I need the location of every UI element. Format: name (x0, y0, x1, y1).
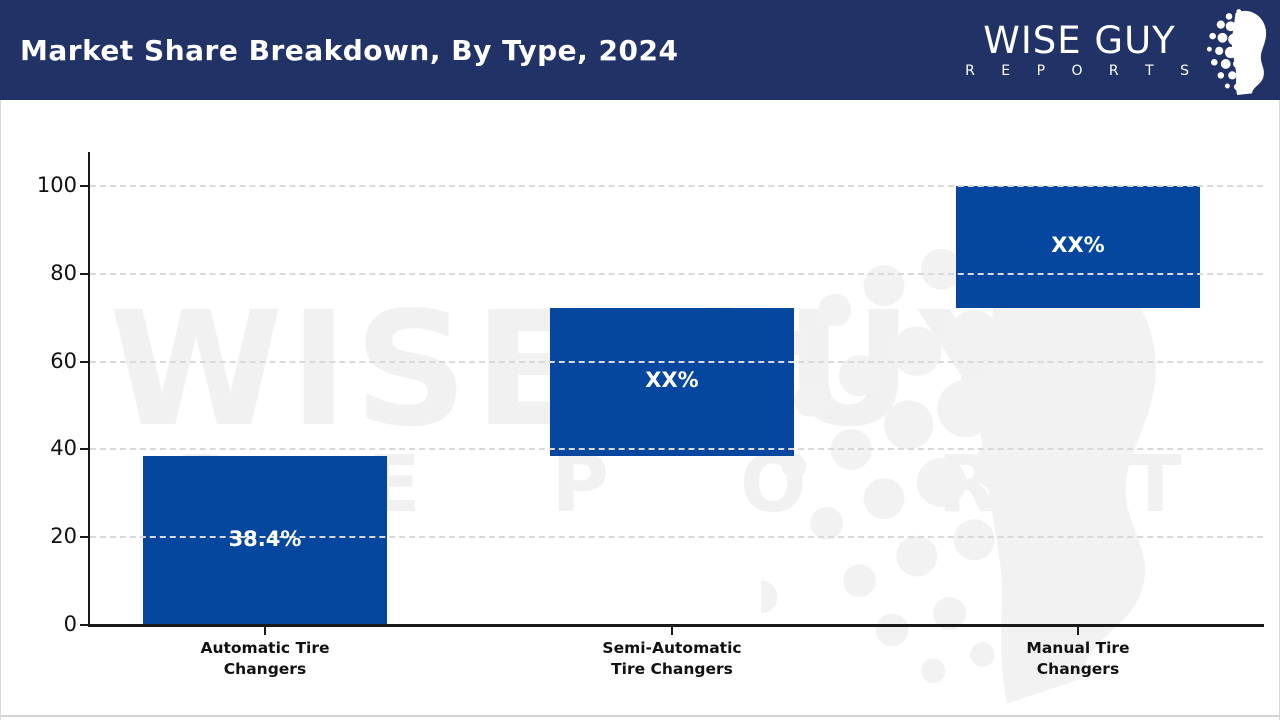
x-tick-mark (264, 627, 266, 635)
bar-1 (143, 456, 387, 625)
y-tick-label: 80 (50, 260, 77, 285)
y-tick-label: 60 (50, 348, 77, 373)
bar-value-label: XX% (645, 368, 699, 393)
bar-value-label: 38.4% (228, 526, 302, 551)
y-tick-mark (80, 272, 88, 275)
header-band: Market Share Breakdown, By Type, 2024 WI… (0, 0, 1280, 100)
y-tick-mark (80, 185, 88, 187)
gridline-40 (90, 448, 1263, 451)
x-tick-mark (671, 627, 673, 635)
category-label-2: Semi-Automatic Tire Changers (602, 639, 742, 678)
y-tick-mark (80, 360, 88, 363)
category-label-1: Automatic Tire Changers (200, 639, 330, 678)
y-tick-label: 40 (50, 436, 77, 461)
dotted-head-profile-icon (1206, 9, 1267, 95)
logo-wordmark: WISE GUY (983, 19, 1176, 62)
bar-3 (956, 186, 1200, 309)
y-tick-label: 20 (50, 524, 77, 549)
gridline-20 (90, 536, 1263, 539)
gridline-60 (90, 360, 1263, 363)
page-title: Market Share Breakdown, By Type, 2024 (20, 34, 679, 67)
logo-text: WISE GUY R E P O R T S (959, 19, 1200, 80)
y-tick-mark (80, 624, 88, 626)
y-tick-mark (80, 536, 88, 539)
gridline-100 (90, 185, 1263, 187)
bar-2 (550, 308, 794, 457)
x-tick-mark (1077, 627, 1079, 635)
footer-divider (1, 715, 1280, 717)
y-tick-label: 0 (63, 612, 77, 636)
wise-guy-logo: WISE GUY R E P O R T S (959, 4, 1272, 96)
logo-subtitle: R E P O R T S (965, 63, 1200, 79)
y-tick-label: 100 (36, 173, 77, 197)
y-axis-line (88, 152, 90, 627)
y-tick-mark (80, 448, 88, 451)
category-label-3: Manual Tire Changers (1026, 639, 1130, 678)
bar-value-label: XX% (1051, 233, 1105, 258)
x-axis-line (88, 624, 1264, 627)
plot-area: WISE GUY R E P O R T S 38.4%XX%XX%020406… (0, 100, 1280, 720)
gridline-80 (90, 272, 1263, 275)
